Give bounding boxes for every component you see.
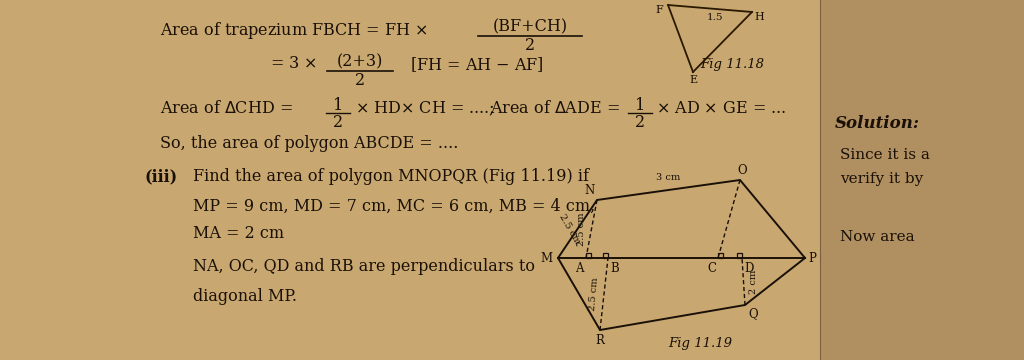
Text: M: M xyxy=(541,252,553,265)
Text: R: R xyxy=(596,334,604,347)
Text: Area of $\Delta$ADE =: Area of $\Delta$ADE = xyxy=(490,100,620,117)
Text: 2: 2 xyxy=(355,72,366,89)
Text: Since it is a: Since it is a xyxy=(840,148,930,162)
Text: F: F xyxy=(655,5,663,15)
Text: 2.5 cm: 2.5 cm xyxy=(557,212,582,246)
Text: 2: 2 xyxy=(635,114,645,131)
Text: H: H xyxy=(754,12,764,22)
Text: = 3 $\times$: = 3 $\times$ xyxy=(270,55,317,72)
Text: Fig 11.19: Fig 11.19 xyxy=(668,337,732,350)
Text: 1.5: 1.5 xyxy=(707,13,723,22)
Text: 2.5 cm: 2.5 cm xyxy=(588,277,600,311)
Text: Area of trapezium FBCH = FH $\times$: Area of trapezium FBCH = FH $\times$ xyxy=(160,20,427,41)
Text: (iii): (iii) xyxy=(145,168,178,185)
Text: (2+3): (2+3) xyxy=(337,53,383,70)
Text: [FH = AH $-$ AF]: [FH = AH $-$ AF] xyxy=(400,55,544,74)
Text: 2.5 cm: 2.5 cm xyxy=(577,212,586,246)
Text: NA, OC, QD and RB are perpendiculars to: NA, OC, QD and RB are perpendiculars to xyxy=(193,258,535,275)
Text: MP = 9 cm, MD = 7 cm, MC = 6 cm, MB = 4 cm,: MP = 9 cm, MD = 7 cm, MC = 6 cm, MB = 4 … xyxy=(193,198,595,215)
Text: P: P xyxy=(808,252,816,265)
Text: A: A xyxy=(575,262,584,275)
Text: MA = 2 cm: MA = 2 cm xyxy=(193,225,284,242)
Text: Find the area of polygon MNOPQR (Fig 11.19) if: Find the area of polygon MNOPQR (Fig 11.… xyxy=(193,168,589,185)
Text: Solution:: Solution: xyxy=(835,115,920,132)
Text: So, the area of polygon ABCDE = ....: So, the area of polygon ABCDE = .... xyxy=(160,135,459,152)
Text: 1: 1 xyxy=(635,97,645,114)
Polygon shape xyxy=(820,0,1024,360)
Text: O: O xyxy=(737,164,746,177)
Text: Now area: Now area xyxy=(840,230,914,244)
Text: verify it by: verify it by xyxy=(840,172,924,186)
Text: $\times$ AD $\times$ GE = ...: $\times$ AD $\times$ GE = ... xyxy=(656,100,786,117)
Text: diagonal MP.: diagonal MP. xyxy=(193,288,297,305)
Text: 2: 2 xyxy=(525,37,536,54)
Text: $\times$ HD$\times$ CH = ....;: $\times$ HD$\times$ CH = ....; xyxy=(355,100,495,118)
Text: Q: Q xyxy=(748,307,758,320)
Text: 3 cm: 3 cm xyxy=(656,173,681,182)
Text: Fig 11.18: Fig 11.18 xyxy=(700,58,764,71)
Text: 2 cm: 2 cm xyxy=(749,269,758,294)
Text: Area of $\Delta$CHD =: Area of $\Delta$CHD = xyxy=(160,100,293,117)
Text: 2: 2 xyxy=(333,114,343,131)
Text: 1: 1 xyxy=(333,97,343,114)
Text: D: D xyxy=(744,262,754,275)
Text: E: E xyxy=(689,75,697,85)
Text: C: C xyxy=(707,262,716,275)
Text: (BF+CH): (BF+CH) xyxy=(493,18,567,35)
Text: B: B xyxy=(610,262,618,275)
Text: N: N xyxy=(585,184,595,197)
